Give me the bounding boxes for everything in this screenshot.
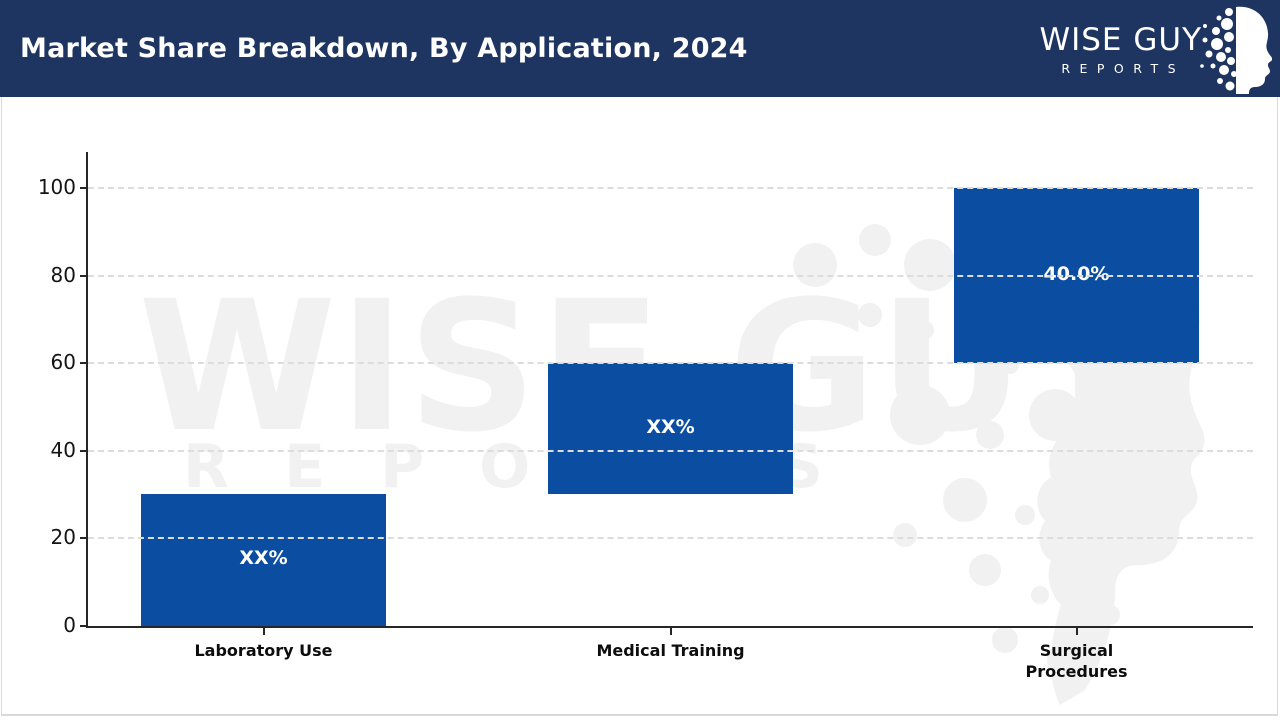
- x-tick-mark: [669, 627, 672, 635]
- logo-brand-text: WISE GUY: [1039, 22, 1202, 58]
- gridline-40: [88, 449, 1253, 452]
- gridline-20: [88, 537, 1253, 539]
- y-axis-spine: [86, 152, 88, 628]
- y-tick-mark: [80, 624, 88, 627]
- chart-title: Market Share Breakdown, By Application, …: [20, 33, 748, 64]
- y-tick-mark: [80, 187, 88, 189]
- bar-value-label: XX%: [646, 415, 695, 438]
- y-tick-label: 40: [50, 437, 76, 462]
- x-tick-label: Surgical Procedures: [1025, 640, 1128, 682]
- bar-value-label: XX%: [239, 546, 288, 569]
- x-tick-label: Laboratory Use: [194, 640, 333, 660]
- logo-text: WISE GUY REPORTS: [1039, 22, 1202, 76]
- y-tick-mark: [80, 449, 88, 452]
- y-tick-mark: [80, 362, 88, 364]
- y-tick-label: 80: [50, 262, 76, 287]
- gridline-60: [88, 362, 1253, 364]
- bar-medical-training: XX%: [548, 363, 793, 495]
- gridline-100: [88, 187, 1253, 189]
- y-tick-label: 0: [63, 612, 76, 637]
- y-tick-label: 100: [37, 175, 76, 199]
- logo-head-icon: [1200, 6, 1272, 94]
- y-tick-mark: [80, 537, 88, 539]
- x-tick-mark: [262, 627, 265, 635]
- x-tick-label: Medical Training: [596, 640, 745, 660]
- bar-value-label: 40.0%: [1043, 262, 1110, 285]
- x-axis-spine: [86, 625, 1253, 628]
- y-tick-mark: [80, 274, 88, 277]
- wise-guy-logo: WISE GUY REPORTS: [1027, 4, 1272, 94]
- header-bar: Market Share Breakdown, By Application, …: [0, 0, 1280, 97]
- bar-laboratory-use: XX%: [141, 494, 386, 626]
- logo-sub-text: REPORTS: [1061, 61, 1186, 76]
- y-tick-label: 60: [50, 350, 76, 374]
- x-tick-mark: [1075, 627, 1078, 635]
- y-tick-label: 20: [50, 525, 76, 549]
- gridline-80: [88, 274, 1253, 277]
